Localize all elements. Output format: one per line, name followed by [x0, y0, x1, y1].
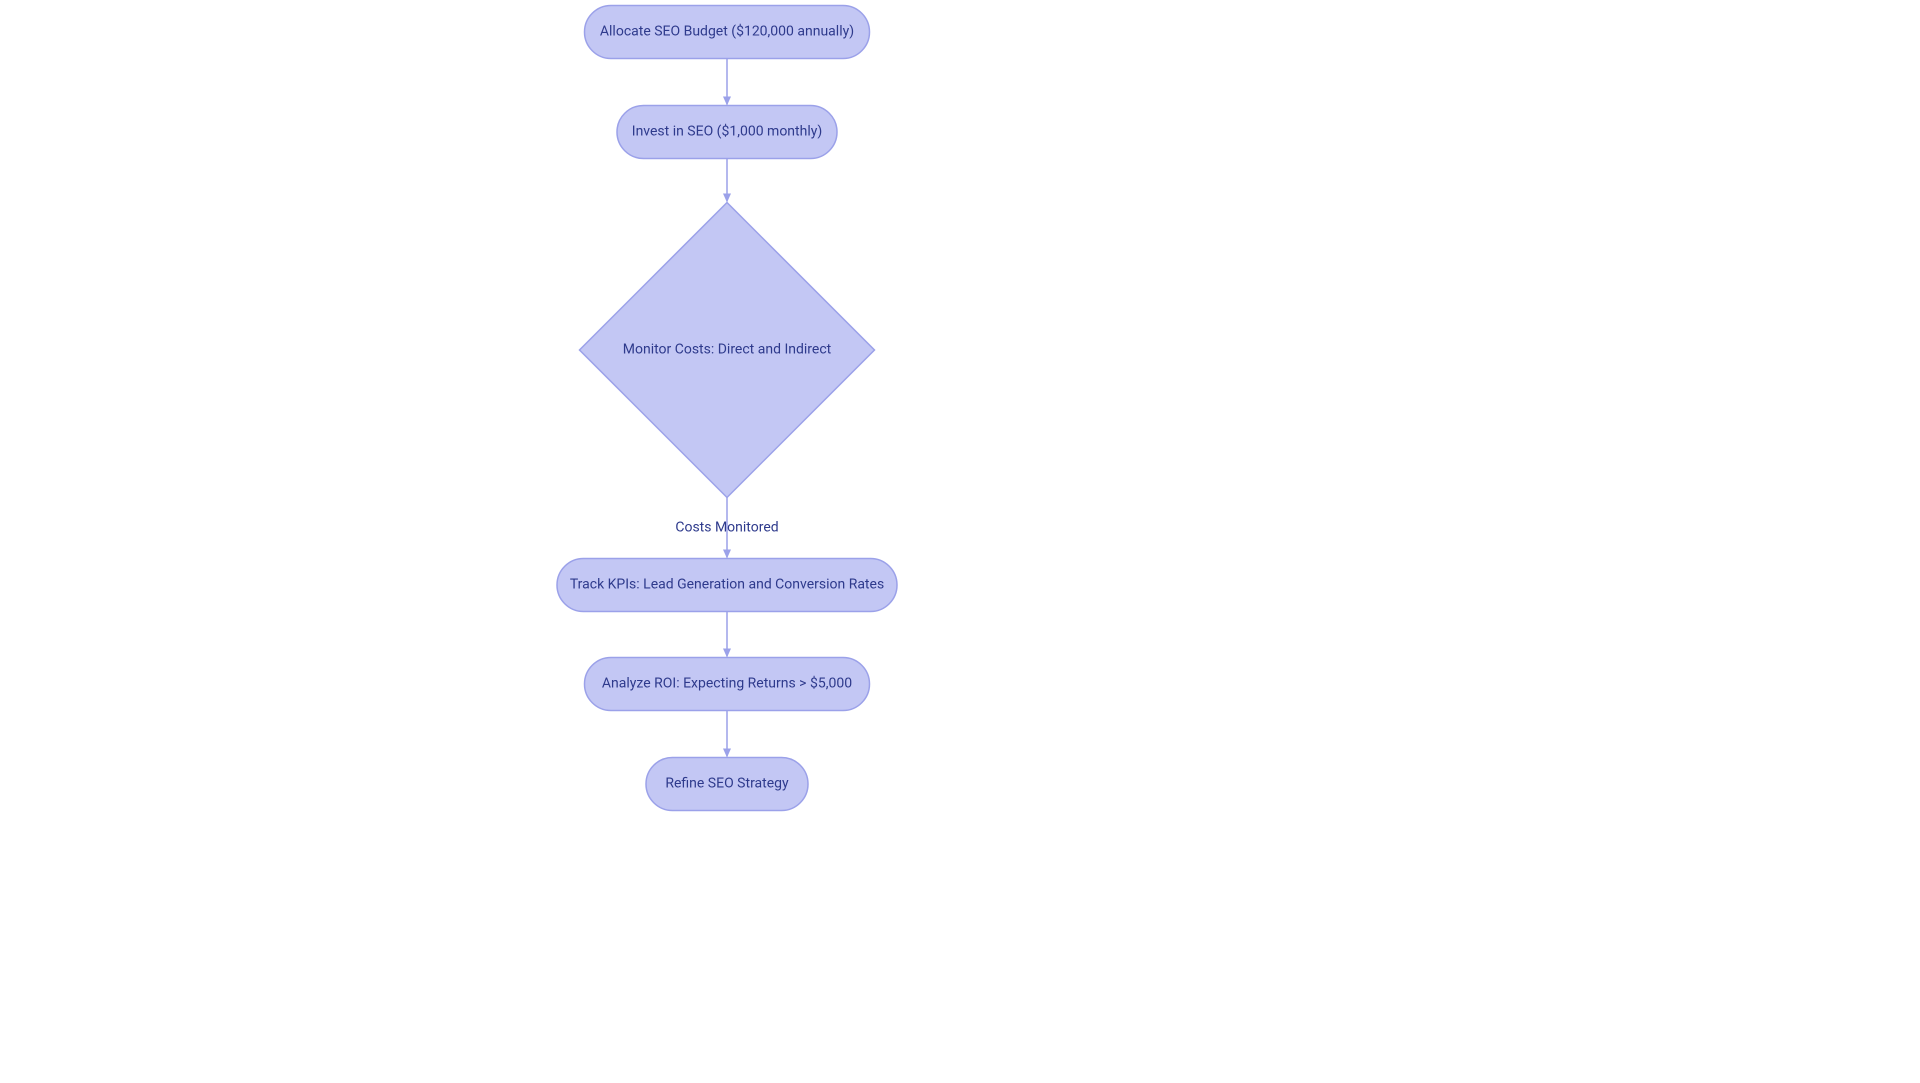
node-label: Refine SEO Strategy: [665, 776, 789, 792]
edge-label: Costs Monitored: [675, 520, 778, 536]
node-label: Invest in SEO ($1,000 monthly): [632, 123, 822, 140]
node-n4: Track KPIs: Lead Generation and Conversi…: [557, 559, 897, 612]
node-n6: Refine SEO Strategy: [646, 758, 808, 811]
node-label: Monitor Costs: Direct and Indirect: [623, 342, 832, 358]
node-label: Analyze ROI: Expecting Returns > $5,000: [602, 675, 852, 692]
node-n5: Analyze ROI: Expecting Returns > $5,000: [585, 658, 870, 711]
node-n1: Allocate SEO Budget ($120,000 annually): [585, 6, 870, 59]
node-label: Track KPIs: Lead Generation and Conversi…: [570, 577, 884, 593]
node-n2: Invest in SEO ($1,000 monthly): [617, 106, 837, 159]
node-label: Allocate SEO Budget ($120,000 annually): [600, 23, 854, 40]
node-n3: Monitor Costs: Direct and Indirect: [580, 203, 875, 498]
edge-n3-n4: Costs Monitored: [675, 498, 778, 558]
flowchart-canvas: Costs Monitored Allocate SEO Budget ($12…: [0, 0, 1920, 1083]
